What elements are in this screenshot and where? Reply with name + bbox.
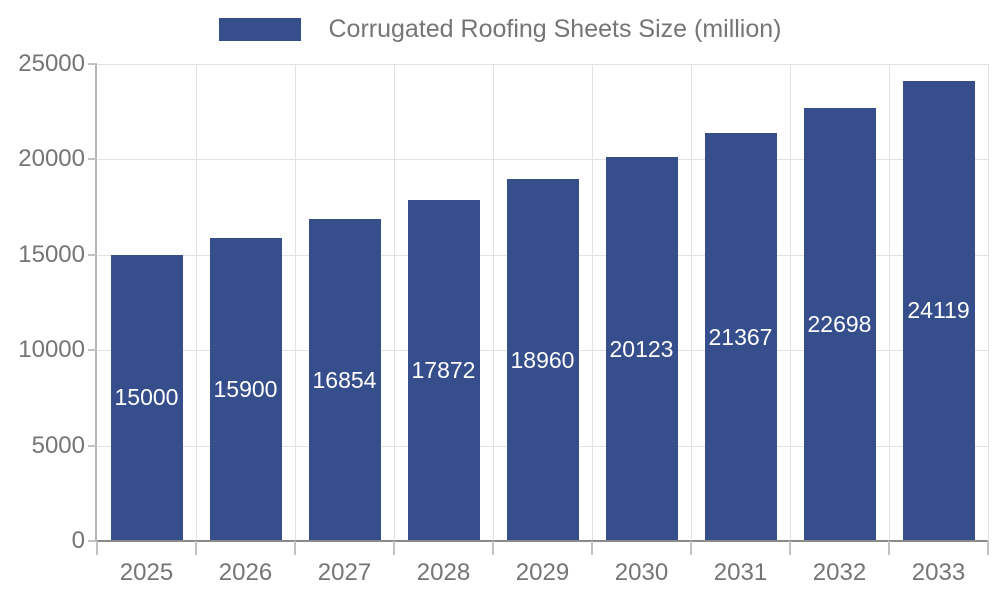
legend-label: Corrugated Roofing Sheets Size (million): [328, 15, 782, 43]
bar-2027[interactable]: 16854: [308, 219, 381, 541]
y-axis-tick: [88, 253, 97, 256]
bar-value-label: 18960: [510, 346, 575, 373]
bar-2030[interactable]: 20123: [605, 157, 678, 541]
x-axis-tick: [294, 541, 296, 555]
x-axis-tick: [393, 541, 395, 555]
x-axis-tick-label: 2033: [911, 559, 966, 586]
x-axis-tick-label: 2025: [119, 559, 174, 586]
gridline-vertical: [988, 64, 989, 541]
gridline-vertical: [394, 64, 395, 541]
y-axis-tick-label: 20000: [18, 145, 85, 173]
y-axis-tick-label: 15000: [18, 240, 85, 268]
x-axis-tick: [690, 541, 692, 555]
bar-2026[interactable]: 15900: [209, 237, 282, 541]
bar-2029[interactable]: 18960: [506, 179, 579, 541]
x-axis-tick: [591, 541, 593, 555]
plot-area: 15000 15900 16854 17872 18960 20123 21367 22698…: [97, 64, 989, 541]
y-axis-tick-label: 0: [71, 527, 85, 554]
bar-value-label: 17872: [411, 356, 476, 383]
bar-value-label: 16854: [312, 366, 377, 393]
gridline-vertical: [295, 64, 296, 541]
bar-2032[interactable]: 22698: [803, 107, 876, 541]
bar-2031[interactable]: 21367: [704, 133, 777, 541]
bar-value-label: 21367: [708, 323, 773, 350]
legend-swatch: [218, 18, 301, 41]
bar-value-label: 15900: [213, 375, 278, 402]
bar-2033[interactable]: 24119: [902, 80, 975, 541]
gridline-vertical: [889, 64, 890, 541]
gridline-horizontal: [97, 159, 988, 161]
gridline-vertical: [493, 64, 494, 541]
bar-value-label: 15000: [114, 384, 179, 411]
y-axis-tick: [88, 158, 97, 161]
x-axis-tick-label: 2027: [317, 559, 372, 586]
gridline-vertical: [592, 64, 593, 541]
y-axis-tick-label: 25000: [18, 50, 85, 77]
bar-value-label: 24119: [907, 297, 970, 324]
y-axis-tick: [88, 349, 97, 352]
x-axis-tick-label: 2031: [713, 559, 768, 586]
x-axis-tick-label: 2029: [515, 559, 570, 586]
y-axis-line: [95, 64, 97, 541]
y-axis-tick: [88, 540, 97, 542]
gridline-vertical: [790, 64, 791, 541]
x-axis-tick-label: 2032: [812, 559, 867, 586]
gridline-vertical: [196, 64, 197, 541]
y-axis-tick: [88, 63, 97, 65]
y-axis-tick-label: 10000: [18, 336, 85, 364]
x-axis-tick: [195, 541, 197, 555]
x-axis-tick-label: 2030: [614, 559, 669, 586]
x-axis-tick: [987, 541, 989, 555]
legend[interactable]: Corrugated Roofing Sheets Size (million): [0, 15, 1000, 44]
bar-2025[interactable]: 15000: [110, 254, 183, 541]
y-axis-tick-label: 5000: [31, 431, 85, 459]
y-axis-tick: [88, 444, 97, 447]
bar-2028[interactable]: 17872: [407, 200, 480, 541]
x-axis-line: [89, 540, 988, 542]
x-axis-tick-label: 2026: [218, 559, 273, 586]
x-axis-tick: [96, 541, 98, 555]
bar-value-label: 22698: [807, 310, 872, 337]
x-axis-tick: [888, 541, 890, 555]
x-axis-tick: [492, 541, 494, 555]
bar-value-label: 20123: [609, 335, 674, 362]
x-axis-tick: [789, 541, 791, 555]
x-axis-tick-label: 2028: [416, 559, 471, 586]
gridline-vertical: [691, 64, 692, 541]
gridline-horizontal: [97, 64, 988, 65]
